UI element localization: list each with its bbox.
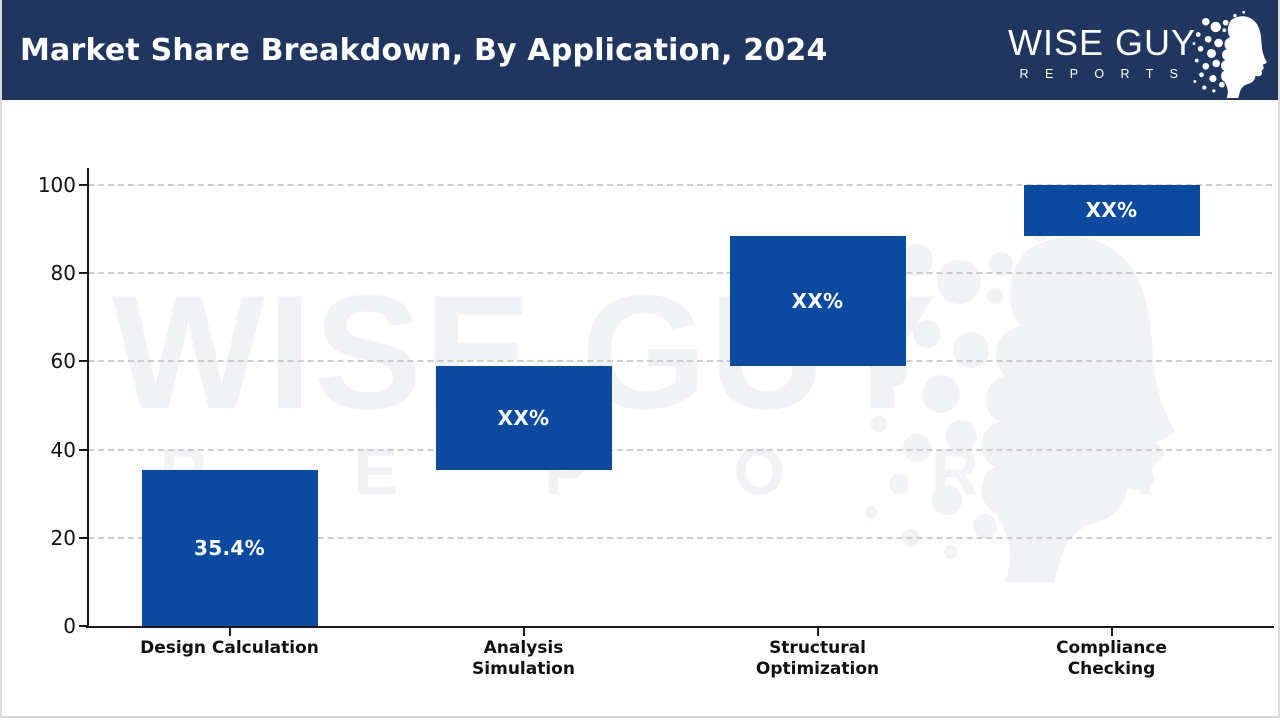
x-tick-mark-design-calculation	[228, 628, 231, 636]
bar-value-label-design-calculation: 35.4%	[194, 535, 265, 560]
bar-design-calculation: 35.4%	[141, 469, 318, 626]
x-tick-mark-analysis-simulation	[522, 628, 525, 636]
y-tick-mark-100	[79, 184, 87, 186]
x-tick-mark-structural-optimization	[816, 628, 819, 636]
x-category-label-compliance-checking: Compliance Checking	[1056, 638, 1167, 679]
gridline-80	[88, 272, 1272, 275]
y-tick-label-20: 20	[50, 525, 76, 550]
x-category-label-structural-optimization: Structural Optimization	[755, 638, 880, 679]
y-tick-mark-80	[79, 272, 87, 275]
logo-text: WISE GUY R E P O R T S	[1008, 22, 1196, 81]
bar-compliance-checking: XX%	[1023, 185, 1200, 236]
x-category-label-design-calculation: Design Calculation	[140, 638, 319, 658]
wise-guy-reports-logo: WISE GUY R E P O R T S	[1008, 0, 1274, 100]
y-tick-mark-20	[79, 536, 87, 539]
chart-title: Market Share Breakdown, By Application, …	[20, 32, 828, 68]
y-tick-mark-40	[79, 448, 87, 451]
bar-structural-optimization: XX%	[729, 235, 906, 366]
bar-value-label-analysis-simulation: XX%	[497, 405, 550, 430]
y-tick-mark-0	[79, 625, 87, 627]
header-bar: Market Share Breakdown, By Application, …	[0, 0, 1280, 100]
y-tick-label-60: 60	[50, 349, 76, 374]
x-tick-mark-compliance-checking	[1110, 628, 1113, 636]
logo-wiseguy-label: WISE GUY	[1007, 22, 1196, 63]
gridline-60	[88, 360, 1272, 363]
y-tick-mark-60	[79, 360, 87, 363]
x-axis-line	[86, 626, 1274, 628]
bar-value-label-structural-optimization: XX%	[791, 288, 844, 313]
gridline-100	[88, 184, 1272, 186]
y-tick-label-40: 40	[50, 437, 76, 462]
y-tick-label-80: 80	[50, 261, 76, 286]
plot-area: 0 20 40 60 80 100 35.4% XX% XX% XX% Design Calcula…	[0, 100, 1280, 720]
y-tick-label-0: 0	[63, 614, 76, 638]
x-category-label-analysis-simulation: Analysis Simulation	[472, 638, 575, 679]
bar-analysis-simulation: XX%	[435, 365, 612, 470]
logo-face-icon	[1192, 10, 1267, 98]
gridline-40	[88, 448, 1272, 451]
gridline-20	[88, 536, 1272, 539]
bar-value-label-compliance-checking: XX%	[1085, 198, 1138, 223]
logo-reports-label: R E P O R T S	[1019, 67, 1185, 81]
y-tick-label-100: 100	[37, 173, 76, 197]
y-axis-line	[87, 168, 89, 628]
